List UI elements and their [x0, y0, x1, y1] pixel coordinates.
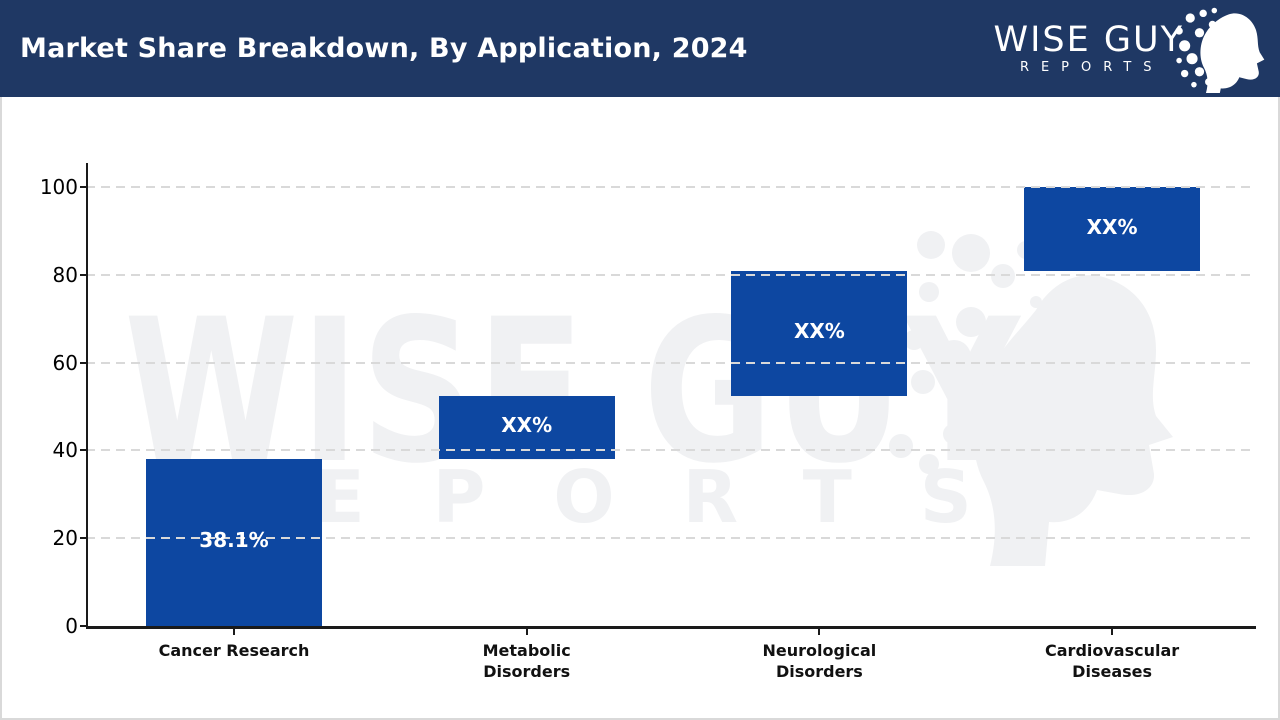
wise-guy-reports-logo: WISE GUY REPORTS	[993, 5, 1280, 93]
bar-cancer-research	[146, 458, 322, 626]
chart-panel: WISE GUY REPORTS 0 20 40 60 80 100 38.1% Cancer…	[0, 97, 1280, 720]
bar-value-label-metabolic-disorders: XX%	[501, 413, 553, 438]
logo-text: WISE GUY REPORTS	[993, 19, 1184, 76]
x-category-label-cardiovascular-diseases: Cardiovascular Diseases	[992, 640, 1232, 682]
bar-metabolic-disorders	[438, 395, 615, 459]
bar-neurological-disorders	[731, 270, 908, 396]
page-title: Market Share Breakdown, By Application, …	[20, 33, 748, 64]
x-category-label-line: Diseases	[1072, 662, 1153, 681]
dotted-face-profile-icon	[1175, 7, 1265, 93]
chart-area: WISE GUY REPORTS 0 20 40 60 80 100 38.1% Cancer…	[2, 97, 1278, 716]
x-category-label-line: Cancer Research	[158, 641, 310, 660]
y-tick-mark	[80, 186, 88, 188]
logo-brand-text: WISE GUY	[993, 19, 1184, 60]
gridline-20	[86, 537, 1256, 540]
gridline-40	[86, 449, 1256, 452]
x-axis-line	[86, 625, 1256, 629]
y-tick-mark	[80, 273, 88, 276]
gridline-60	[86, 361, 1256, 364]
y-tick-label: 40	[52, 438, 78, 463]
x-tick-mark	[525, 626, 528, 635]
bar-value-label-neurological-disorders: XX%	[793, 319, 845, 344]
y-tick-mark	[80, 449, 88, 452]
bar-cardiovascular-diseases	[1024, 187, 1201, 271]
y-tick-mark	[80, 361, 88, 364]
y-tick-mark	[80, 537, 88, 540]
x-tick-mark	[233, 626, 235, 635]
gridline-100	[86, 186, 1256, 188]
x-category-label-metabolic-disorders: Metabolic Disorders	[407, 640, 647, 682]
y-tick-label: 80	[52, 262, 78, 287]
header: Market Share Breakdown, By Application, …	[0, 0, 1280, 97]
y-tick-label: 0	[65, 614, 78, 638]
y-tick-mark	[80, 625, 88, 627]
x-tick-mark	[1111, 626, 1114, 635]
x-category-label-cancer-research: Cancer Research	[114, 640, 354, 661]
x-tick-mark	[818, 626, 821, 635]
y-tick-label: 100	[39, 175, 78, 199]
gridline-80	[86, 273, 1256, 276]
x-category-label-line: Metabolic	[482, 641, 571, 660]
x-category-label-neurological-disorders: Neurological Disorders	[699, 640, 939, 682]
x-category-label-line: Disorders	[775, 662, 863, 681]
bar-value-label-cardiovascular-diseases: XX%	[1086, 214, 1138, 239]
bar-value-label-cancer-research: 38.1%	[199, 528, 269, 553]
y-tick-label: 60	[52, 350, 78, 375]
x-category-label-line: Cardiovascular	[1045, 641, 1180, 660]
x-category-label-line: Disorders	[483, 662, 571, 681]
y-tick-label: 20	[52, 526, 78, 551]
x-category-label-line: Neurological	[762, 641, 877, 660]
logo-sub-text: REPORTS	[1019, 60, 1164, 76]
y-axis-line	[86, 163, 88, 629]
